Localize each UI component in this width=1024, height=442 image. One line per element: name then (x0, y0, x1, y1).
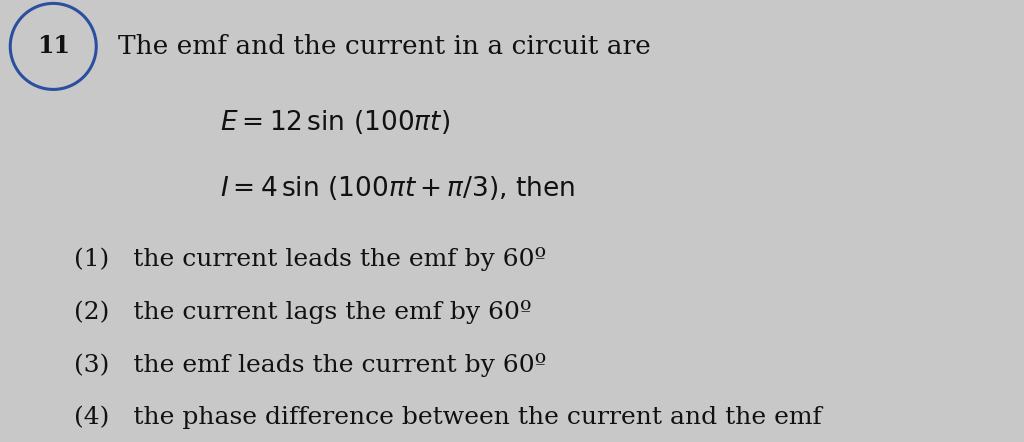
Text: The emf and the current in a circuit are: The emf and the current in a circuit are (118, 34, 650, 59)
Text: 11: 11 (37, 34, 70, 58)
Text: (3)   the emf leads the current by 60º: (3) the emf leads the current by 60º (74, 353, 546, 377)
Text: (1)   the current leads the emf by 60º: (1) the current leads the emf by 60º (74, 247, 546, 271)
Text: (4)   the phase difference between the current and the emf: (4) the phase difference between the cur… (74, 406, 821, 430)
Text: $E = 12\,\sin\,(100\pi t)$: $E = 12\,\sin\,(100\pi t)$ (220, 107, 451, 136)
Text: (2)   the current lags the emf by 60º: (2) the current lags the emf by 60º (74, 300, 531, 324)
Text: $I = 4\,\sin\,(100\pi t + \pi/3)$, then: $I = 4\,\sin\,(100\pi t + \pi/3)$, then (220, 174, 575, 202)
